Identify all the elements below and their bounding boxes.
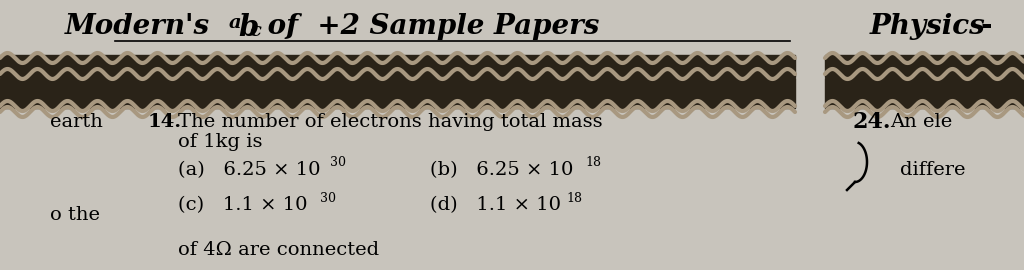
Bar bbox=[825, 55, 1024, 77]
Text: (a)   6.25 × 10: (a) 6.25 × 10 bbox=[178, 161, 321, 179]
Text: of 1kg is: of 1kg is bbox=[178, 133, 262, 151]
Bar bbox=[825, 78, 1024, 108]
Text: 18: 18 bbox=[585, 157, 601, 170]
Text: of  +2 Sample Papers: of +2 Sample Papers bbox=[258, 14, 599, 40]
Text: (d)   1.1 × 10: (d) 1.1 × 10 bbox=[430, 196, 561, 214]
Text: b: b bbox=[238, 12, 258, 42]
Text: of 4Ω are connected: of 4Ω are connected bbox=[178, 241, 379, 259]
Text: 30: 30 bbox=[319, 191, 336, 204]
Text: o the: o the bbox=[50, 206, 100, 224]
Bar bbox=[0, 55, 795, 77]
Text: 18: 18 bbox=[566, 191, 582, 204]
Text: -: - bbox=[980, 14, 991, 40]
Text: Physics: Physics bbox=[870, 14, 986, 40]
Text: An ele: An ele bbox=[890, 113, 952, 131]
Text: 30: 30 bbox=[330, 157, 346, 170]
Text: 24.: 24. bbox=[853, 111, 892, 133]
Text: (c)   1.1 × 10: (c) 1.1 × 10 bbox=[178, 196, 307, 214]
Text: Modern's: Modern's bbox=[66, 14, 220, 40]
Text: (b)   6.25 × 10: (b) 6.25 × 10 bbox=[430, 161, 573, 179]
Text: earth: earth bbox=[50, 113, 102, 131]
Text: c: c bbox=[249, 22, 261, 40]
Text: The number of electrons having total mass: The number of electrons having total mas… bbox=[178, 113, 603, 131]
Text: differe: differe bbox=[900, 161, 966, 179]
Text: a: a bbox=[229, 14, 242, 32]
Bar bbox=[0, 78, 795, 108]
Text: 14.: 14. bbox=[148, 113, 182, 131]
